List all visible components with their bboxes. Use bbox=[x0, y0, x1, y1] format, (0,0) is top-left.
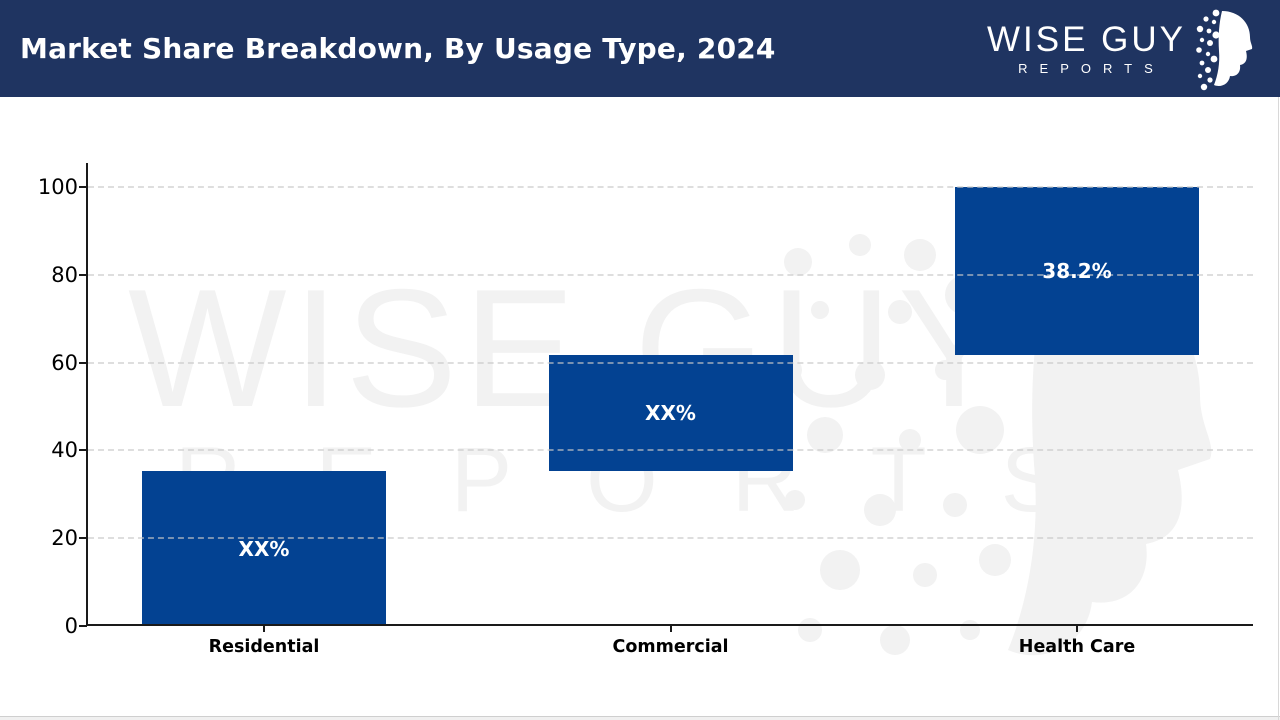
gridline bbox=[88, 449, 1253, 452]
x-tick-mark bbox=[263, 626, 265, 632]
x-axis-line bbox=[86, 624, 1253, 626]
gridline bbox=[88, 537, 1253, 540]
logo-subtitle: REPORTS bbox=[1018, 60, 1165, 76]
x-tick-mark bbox=[669, 626, 672, 632]
bar bbox=[142, 471, 386, 626]
y-axis-line bbox=[86, 163, 88, 626]
bottom-edge-fill bbox=[0, 717, 1280, 720]
x-category-label: Health Care bbox=[1018, 637, 1136, 657]
x-tick-mark bbox=[1076, 626, 1078, 632]
logo-text: WISE GUY REPORTS bbox=[986, 19, 1186, 76]
gridline bbox=[88, 186, 1253, 188]
x-category-label: Commercial bbox=[612, 637, 729, 657]
y-tick-mark bbox=[79, 537, 87, 540]
y-tick-mark bbox=[79, 361, 87, 364]
y-tick-mark bbox=[79, 625, 87, 627]
bar-value-label: XX% bbox=[238, 536, 290, 561]
y-tick-mark bbox=[79, 186, 87, 188]
chart-title: Market Share Breakdown, By Usage Type, 2… bbox=[20, 32, 776, 65]
bar-value-label: 38.2% bbox=[1042, 258, 1112, 283]
y-tick-label: 40 bbox=[51, 438, 78, 463]
y-tick-mark bbox=[79, 273, 87, 276]
dotted-head-icon bbox=[1196, 9, 1253, 90]
y-tick-label: 20 bbox=[51, 526, 78, 551]
bar bbox=[548, 354, 793, 472]
y-tick-mark bbox=[79, 449, 87, 452]
bar bbox=[955, 187, 1199, 355]
y-tick-label: 100 bbox=[37, 175, 78, 199]
bar-value-label: XX% bbox=[645, 401, 696, 426]
bottom-edge-line bbox=[0, 716, 1280, 717]
y-tick-label: 80 bbox=[51, 262, 78, 287]
y-tick-label: 0 bbox=[64, 614, 78, 638]
gridline bbox=[88, 273, 1253, 276]
logo-wordmark: WISE GUY bbox=[986, 19, 1186, 59]
wise-guy-reports-logo: WISE GUY REPORTS bbox=[987, 7, 1254, 91]
header-banner: Market Share Breakdown, By Usage Type, 2… bbox=[0, 0, 1280, 97]
y-tick-label: 60 bbox=[51, 350, 78, 375]
right-edge-line bbox=[1278, 97, 1279, 720]
gridline bbox=[88, 361, 1253, 364]
x-category-label: Residential bbox=[208, 637, 320, 657]
